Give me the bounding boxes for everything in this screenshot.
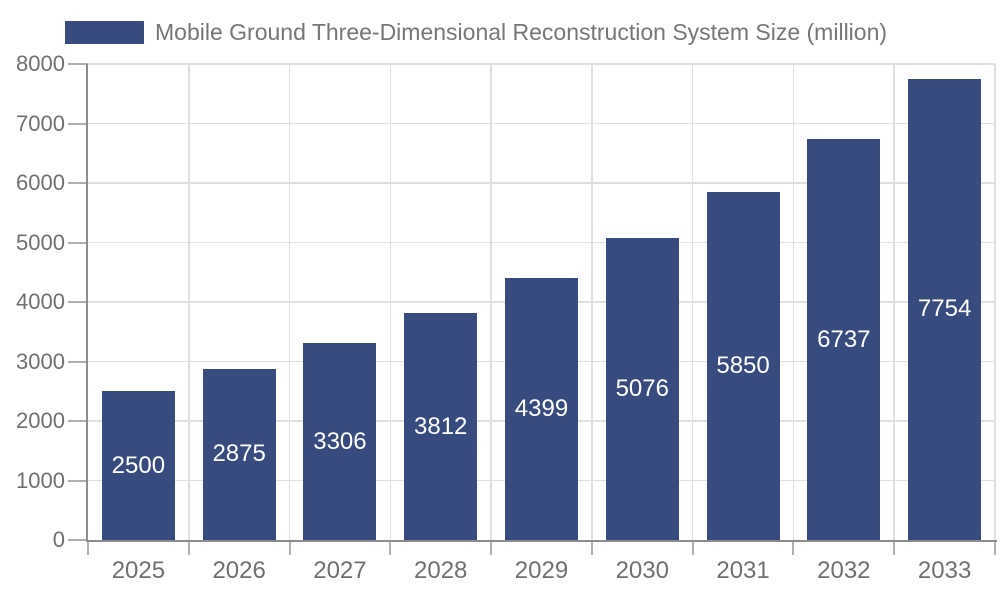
y-axis-label: 5000 — [16, 229, 65, 255]
bar-value-label: 3812 — [414, 412, 468, 440]
y-axis-label: 3000 — [16, 348, 65, 374]
x-axis-tick — [389, 542, 392, 555]
y-axis-tick — [68, 479, 88, 482]
gridline-horizontal — [88, 122, 995, 125]
bar-value-label: 5076 — [615, 374, 669, 402]
gridline-vertical — [893, 64, 895, 540]
x-axis-label: 2027 — [313, 557, 367, 584]
gridline-vertical — [389, 64, 392, 540]
legend-series-label: Mobile Ground Three-Dimensional Reconstr… — [155, 19, 888, 45]
x-axis-label: 2029 — [514, 557, 569, 584]
bar: 3306 — [303, 343, 377, 540]
y-axis-tick — [68, 539, 88, 541]
bar-value-label: 4399 — [514, 395, 569, 423]
x-axis-label: 2026 — [212, 557, 266, 584]
bar: 7754 — [908, 78, 982, 540]
bar: 2875 — [202, 368, 276, 540]
gridline-vertical — [792, 64, 795, 540]
gridline-vertical — [288, 64, 291, 540]
x-axis-tick — [490, 542, 493, 555]
bar: 5076 — [605, 237, 679, 540]
gridline-vertical — [188, 64, 190, 540]
bar: 6737 — [807, 139, 881, 540]
x-axis-line — [86, 540, 997, 542]
legend: Mobile Ground Three-Dimensional Reconstr… — [65, 19, 887, 45]
x-axis-label: 2028 — [414, 557, 468, 584]
y-axis-tick — [68, 122, 88, 125]
y-axis-tick — [68, 301, 88, 303]
gridline-horizontal — [88, 182, 995, 184]
x-axis-tick — [87, 542, 89, 555]
bar-value-label: 2500 — [111, 451, 166, 479]
y-axis-label: 6000 — [16, 170, 65, 195]
gridline-vertical — [994, 64, 996, 540]
bar-value-label: 6737 — [817, 325, 871, 353]
x-axis-label: 2030 — [615, 557, 669, 584]
x-axis-tick — [994, 542, 996, 555]
y-axis-label: 8000 — [16, 51, 65, 76]
x-axis-label: 2025 — [111, 557, 166, 584]
x-axis-tick — [792, 542, 795, 555]
gridline-vertical — [591, 64, 593, 540]
legend-swatch — [65, 20, 144, 44]
bar: 5850 — [706, 191, 780, 540]
y-axis-tick — [68, 360, 88, 363]
y-axis-label: 1000 — [16, 467, 65, 493]
gridline-vertical — [691, 64, 694, 540]
x-axis-tick — [288, 542, 291, 555]
x-axis-tick — [590, 542, 593, 555]
bar-value-label: 7754 — [917, 295, 972, 323]
x-axis-label: 2032 — [817, 557, 871, 584]
y-axis-tick — [68, 63, 88, 65]
bar: 4399 — [504, 278, 579, 540]
bar: 2500 — [101, 391, 175, 540]
y-axis-label: 0 — [52, 527, 65, 552]
y-axis-label: 2000 — [16, 408, 65, 433]
gridline-vertical — [490, 64, 492, 540]
bar-value-label: 5850 — [716, 351, 770, 379]
x-axis-label: 2031 — [716, 557, 770, 584]
x-axis-tick — [893, 542, 896, 555]
gridline-horizontal — [88, 241, 995, 244]
y-axis-tick — [68, 182, 88, 184]
bar-value-label: 2875 — [212, 440, 266, 468]
y-axis-label: 7000 — [16, 110, 65, 136]
y-axis-tick — [68, 420, 88, 422]
y-axis-label: 4000 — [16, 289, 65, 314]
gridline-horizontal — [88, 63, 995, 65]
x-axis-tick — [187, 542, 190, 555]
bar: 3812 — [404, 313, 478, 540]
x-axis-tick — [691, 542, 694, 555]
bar-value-label: 3306 — [313, 427, 367, 455]
y-axis-tick — [68, 241, 88, 244]
y-axis-line — [86, 64, 88, 542]
x-axis-label: 2033 — [917, 557, 972, 584]
